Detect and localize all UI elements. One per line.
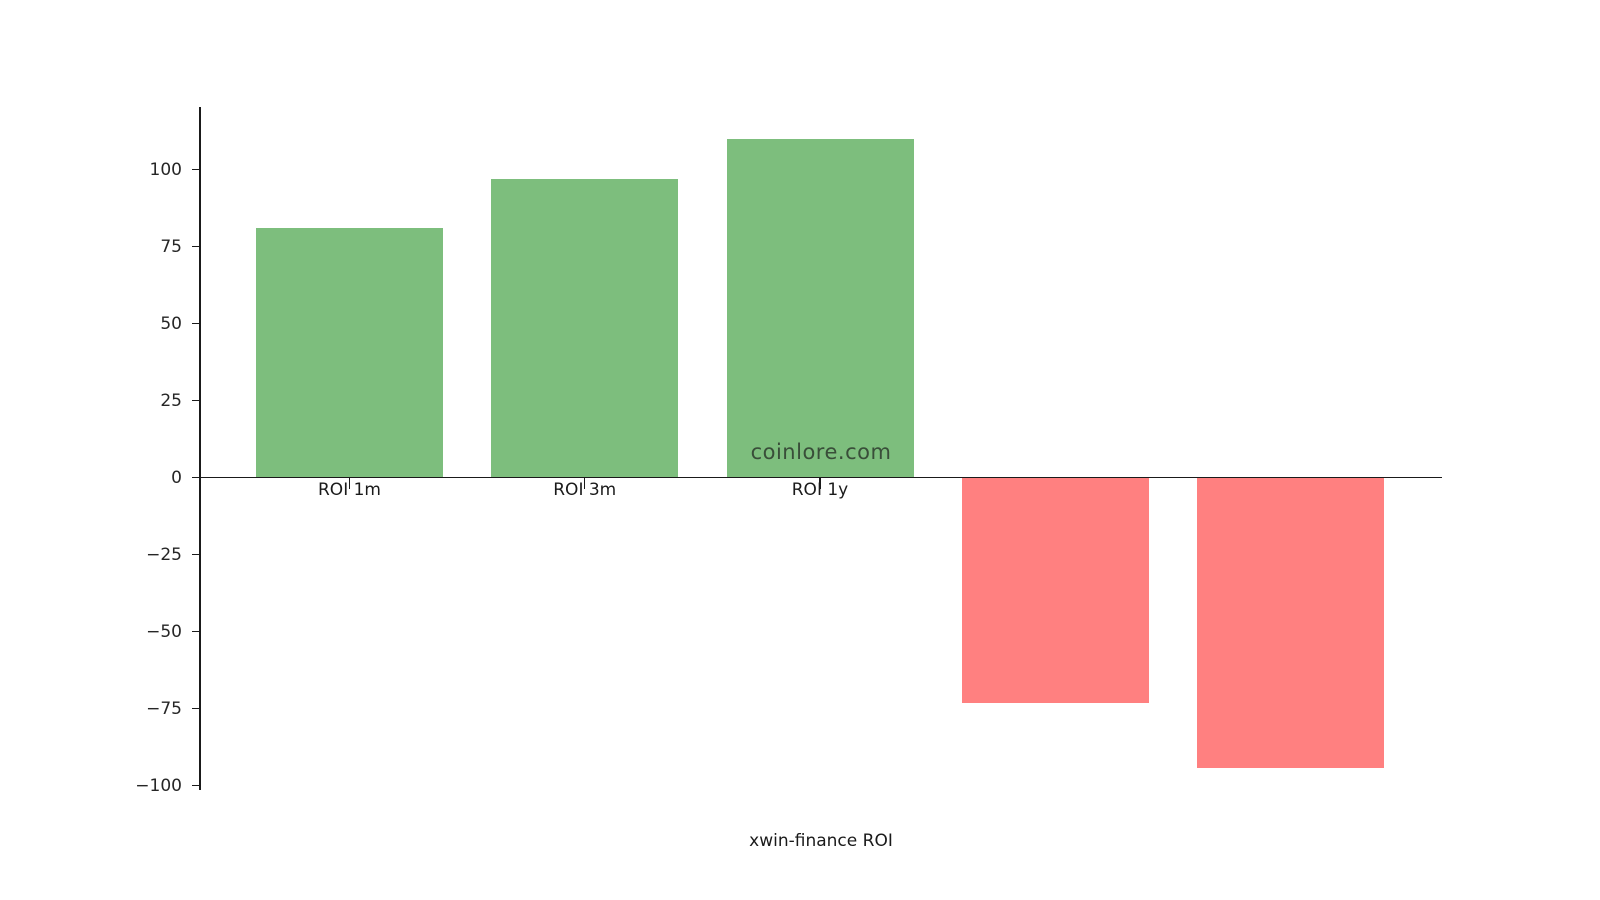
- y-tick-label: 75: [160, 236, 182, 257]
- y-tick-mark: [192, 707, 199, 710]
- y-tick-mark: [192, 784, 199, 787]
- y-tick-label: 0: [171, 467, 182, 488]
- x-tick-mark: [819, 477, 821, 489]
- y-tick-mark: [192, 476, 199, 479]
- y-tick-mark: [192, 399, 199, 402]
- x-tick-label: ROI 1y: [791, 479, 849, 500]
- x-tick-mark: [584, 477, 586, 489]
- y-tick-mark: [192, 630, 199, 633]
- y-tick-mark: [192, 245, 199, 248]
- y-tick-label: −75: [146, 698, 182, 719]
- coinlore-watermark: coinlore.com: [750, 440, 892, 464]
- y-tick-label: 25: [160, 390, 182, 411]
- y-tick-mark: [192, 168, 199, 171]
- y-tick-mark: [192, 553, 199, 556]
- y-tick-label: −50: [146, 621, 182, 642]
- y-axis-spine: [199, 107, 201, 790]
- x-tick-mark: [348, 477, 351, 489]
- y-tick-label: 100: [149, 159, 182, 180]
- chart-title: xwin-finance ROI: [749, 831, 893, 851]
- bar-roi-3m: [491, 178, 679, 478]
- y-tick-mark: [192, 322, 199, 325]
- bar-unlabeled-4: [961, 478, 1149, 704]
- bar-unlabeled-5: [1197, 478, 1384, 768]
- bar-roi-1m: [256, 228, 443, 478]
- y-tick-label: −25: [146, 544, 182, 565]
- x-tick-label: ROI 3m: [553, 479, 617, 500]
- x-tick-label: ROI 1m: [318, 479, 381, 500]
- y-tick-label: −100: [135, 775, 182, 796]
- bar-roi-1y: [726, 138, 914, 478]
- y-tick-label: 50: [160, 313, 182, 334]
